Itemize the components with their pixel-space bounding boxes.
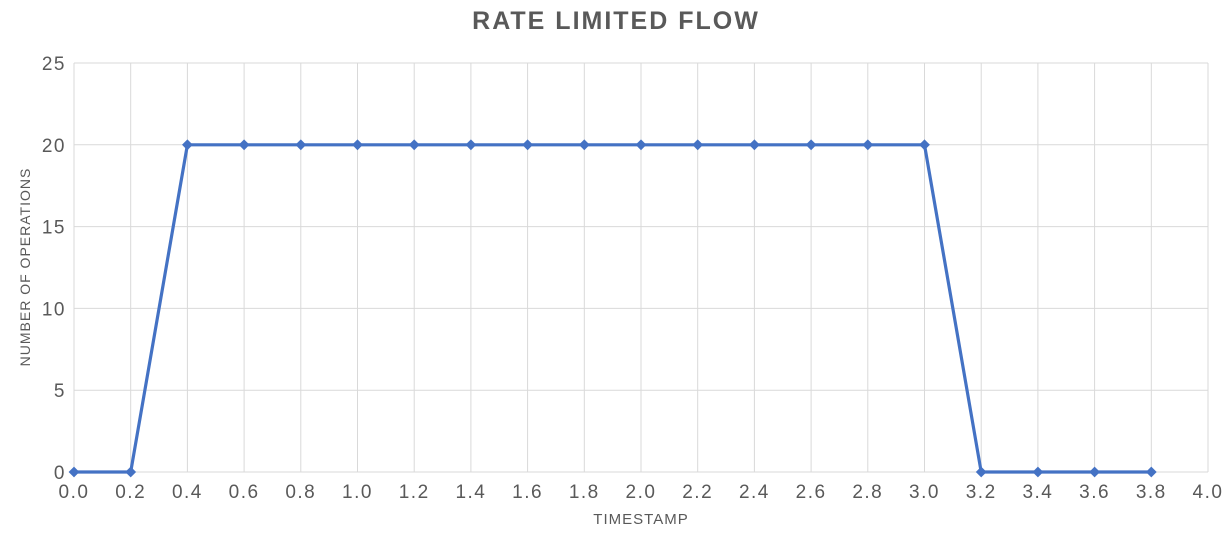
data-point-marker	[1089, 466, 1100, 478]
data-point-marker	[125, 466, 137, 478]
data-line	[72, 143, 1153, 474]
data-point-marker	[352, 139, 363, 151]
y-tick-label: 15	[42, 218, 66, 239]
x-tick-label: 0.4	[172, 482, 203, 503]
x-tick-label: 1.4	[455, 482, 486, 503]
data-point-marker	[182, 139, 193, 151]
x-tick-label: 3.2	[966, 482, 997, 503]
data-point-marker	[635, 139, 647, 151]
x-tick-label: 0.0	[59, 482, 90, 503]
x-tick-label: 0.6	[229, 482, 260, 503]
data-point-marker	[465, 139, 477, 151]
x-tick-label: 3.4	[1022, 482, 1053, 503]
x-tick-label: 1.0	[342, 482, 373, 503]
x-tick-label: 2.6	[796, 482, 827, 503]
x-axis-title: TIMESTAMP	[593, 511, 689, 528]
x-tick-label: 1.6	[512, 482, 543, 503]
x-tick-label: 1.8	[569, 482, 600, 503]
y-tick-label: 10	[42, 299, 66, 320]
data-point-marker	[238, 139, 250, 151]
x-tick-label: 2.4	[739, 482, 770, 503]
y-tick-label: 5	[54, 381, 66, 402]
data-point-marker	[749, 139, 760, 151]
x-tick-label: 2.2	[682, 482, 713, 503]
x-tick-label: 3.6	[1079, 482, 1110, 503]
data-point-marker	[862, 139, 874, 151]
y-tick-label: 0	[54, 463, 66, 484]
x-tick-label: 0.2	[115, 482, 146, 503]
data-point-marker	[578, 139, 590, 151]
x-tick-label: 4.0	[1193, 482, 1224, 503]
x-tick-label: 1.2	[399, 482, 430, 503]
x-tick-label: 0.8	[285, 482, 316, 503]
data-point-marker	[1145, 466, 1157, 478]
x-tick-label: 2.8	[852, 482, 883, 503]
x-tick-label: 3.0	[909, 482, 940, 503]
data-point-marker	[919, 139, 930, 151]
x-tick-label: 3.8	[1136, 482, 1167, 503]
data-point-marker	[68, 466, 80, 478]
data-point-marker	[975, 466, 987, 478]
chart-title: RATE LIMITED FLOW	[472, 7, 760, 35]
data-point-marker	[295, 139, 307, 151]
x-tick-label: 2.0	[626, 482, 657, 503]
y-tick-label: 20	[42, 136, 66, 157]
data-point-marker	[692, 139, 704, 151]
data-point-marker	[522, 139, 533, 151]
data-point-marker	[408, 139, 420, 151]
data-point-marker	[1032, 466, 1044, 478]
y-tick-label: 25	[42, 54, 66, 75]
data-point-marker	[805, 139, 817, 151]
